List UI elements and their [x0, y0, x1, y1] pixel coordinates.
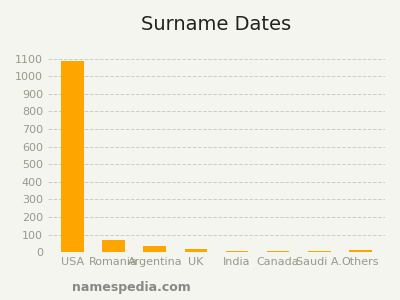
Bar	[226, 251, 248, 252]
Bar	[267, 251, 290, 252]
Bar	[144, 246, 166, 252]
Bar	[102, 240, 125, 252]
Bar	[308, 251, 330, 252]
Title: Surname Dates: Surname Dates	[141, 15, 292, 34]
Text: namespedia.com: namespedia.com	[72, 281, 191, 294]
Bar	[349, 250, 372, 252]
Bar	[184, 249, 207, 252]
Bar	[61, 61, 84, 252]
